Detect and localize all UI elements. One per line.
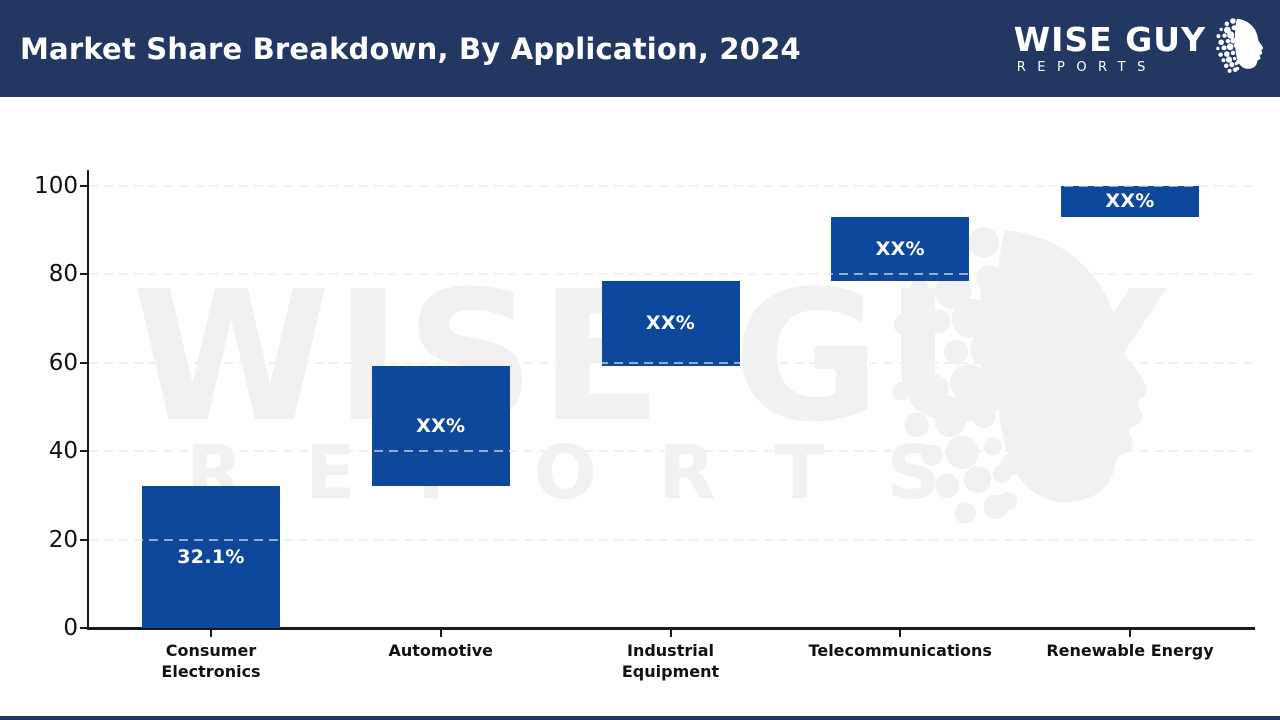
y-tick-label-0: 0 — [63, 615, 78, 641]
y-tick-mark-60 — [80, 361, 88, 364]
y-tick-mark-100 — [80, 185, 88, 187]
bar-industrial-equipment: XX% — [601, 280, 740, 366]
y-tick-label-20: 20 — [48, 526, 78, 553]
x-tick-mark-consumer-electronics — [210, 629, 212, 637]
x-tick-label-automotive: Automotive — [325, 640, 557, 661]
x-tick-label-consumer-electronics: Consumer Electronics — [95, 640, 327, 682]
wiseguy-logo: WISE GUY REPORTS — [1014, 10, 1280, 88]
bar-renewable-energy: XX% — [1061, 186, 1199, 217]
x-tick-label-line: Industrial — [626, 641, 714, 660]
y-axis-line — [87, 170, 89, 629]
gridline-overlay-20 — [89, 538, 1254, 541]
y-tick-mark-0 — [80, 627, 88, 629]
x-tick-label-line: Equipment — [621, 662, 720, 681]
x-tick-label-industrial-equipment: Industrial Equipment — [555, 640, 787, 682]
x-tick-label-line: Telecommunications — [808, 641, 992, 660]
x-tick-label-line: Automotive — [388, 641, 494, 660]
y-tick-label-80: 80 — [48, 261, 78, 288]
watermark-head-profile-icon — [892, 227, 1147, 524]
gridline-overlay-60 — [89, 361, 1254, 364]
x-tick-label-renewable-energy: Renewable Energy — [1014, 640, 1246, 661]
bar-value-label-telecommunications: XX% — [875, 237, 925, 260]
x-tick-label-telecommunications: Telecommunications — [784, 640, 1016, 661]
bar-value-label-renewable-energy: XX% — [1105, 190, 1155, 213]
x-tick-mark-automotive — [439, 629, 442, 637]
bar-value-label-industrial-equipment: XX% — [645, 312, 696, 335]
bar-consumer-electronics: 32.1% — [142, 486, 280, 628]
y-tick-mark-80 — [80, 273, 88, 276]
head-profile-dots-icon — [1216, 17, 1263, 73]
bar-value-label-consumer-electronics: 32.1% — [177, 546, 245, 569]
x-tick-label-line: Electronics — [161, 662, 261, 681]
y-tick-mark-40 — [80, 450, 88, 453]
watermark-subtitle: REPORTS — [186, 430, 1003, 516]
gridline-overlay-40 — [89, 450, 1254, 453]
logo-text: WISE GUY REPORTS — [1014, 23, 1206, 74]
y-tick-label-100: 100 — [34, 173, 78, 199]
y-tick-label-60: 60 — [48, 349, 78, 376]
y-tick-mark-20 — [80, 538, 88, 541]
bar-automotive: XX% — [371, 365, 510, 487]
x-axis-line — [87, 627, 1255, 630]
x-tick-mark-industrial-equipment — [669, 629, 672, 637]
bar-value-label-automotive: XX% — [416, 415, 466, 437]
x-tick-mark-telecommunications — [899, 629, 902, 637]
logo-wordmark: WISE GUY — [1013, 20, 1206, 59]
page-title: Market Share Breakdown, By Application, … — [20, 31, 801, 66]
bar-telecommunications: XX% — [831, 217, 970, 281]
gridline-overlay-80 — [89, 273, 1254, 276]
header-bar: Market Share Breakdown, By Application, … — [0, 0, 1280, 97]
logo-subtitle: REPORTS — [1016, 60, 1157, 75]
gridline-overlay-100 — [89, 185, 1254, 187]
y-tick-label-40: 40 — [48, 438, 78, 465]
x-tick-label-line: Renewable Energy — [1046, 641, 1214, 660]
footer-strip — [0, 716, 1280, 720]
x-tick-label-line: Consumer — [165, 641, 257, 660]
x-tick-mark-renewable-energy — [1129, 629, 1131, 637]
